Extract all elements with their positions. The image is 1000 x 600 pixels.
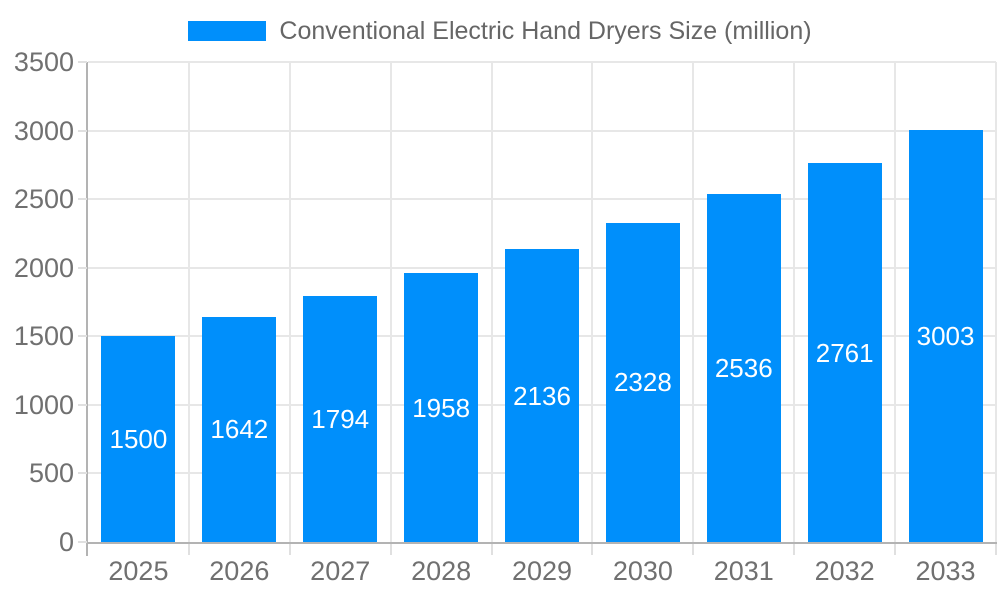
bar[interactable]: 2328 xyxy=(605,222,680,542)
h-gridline xyxy=(88,129,996,132)
bar-value-label: 1500 xyxy=(109,424,168,455)
bar[interactable]: 2536 xyxy=(706,194,781,542)
v-gridline xyxy=(793,62,796,542)
h-gridline xyxy=(88,61,996,63)
bar-value-label: 3003 xyxy=(916,321,975,352)
bar-value-label: 1958 xyxy=(412,392,471,423)
x-axis-label: 2028 xyxy=(411,556,472,586)
x-axis-tick xyxy=(490,544,493,555)
x-axis-tick xyxy=(793,544,796,555)
y-axis-tick xyxy=(78,541,87,543)
x-axis-tick xyxy=(591,544,594,555)
bar[interactable]: 1958 xyxy=(404,273,479,542)
y-axis-tick xyxy=(78,129,87,132)
x-axis-label: 2029 xyxy=(511,556,573,586)
x-axis-tick xyxy=(995,544,997,555)
bar[interactable]: 1500 xyxy=(101,336,176,542)
bar-value-label: 1794 xyxy=(311,403,370,434)
x-axis-label: 2025 xyxy=(108,556,169,586)
y-axis-label: 2500 xyxy=(13,184,74,215)
y-axis-line xyxy=(86,62,88,556)
bar[interactable]: 2761 xyxy=(807,163,882,542)
x-axis-line xyxy=(87,542,997,544)
x-axis-label: 2031 xyxy=(713,556,774,586)
bar-value-label: 2761 xyxy=(815,337,874,368)
v-gridline xyxy=(187,62,190,542)
y-axis-label: 1500 xyxy=(13,321,74,352)
bar-value-label: 2136 xyxy=(513,380,571,411)
v-gridline xyxy=(692,62,695,542)
y-axis-label: 0 xyxy=(58,527,74,557)
bar[interactable]: 3003 xyxy=(908,130,983,542)
x-axis-label: 2033 xyxy=(915,556,976,586)
x-axis-tick xyxy=(187,544,190,555)
y-axis-label: 1000 xyxy=(13,389,74,420)
x-axis-label: 2030 xyxy=(612,556,673,586)
y-axis-label: 3500 xyxy=(13,47,74,77)
h-gridline xyxy=(88,198,996,201)
plot-area: 1500 1642 1794 1958 2136 2328 2536 2761 3003 xyxy=(88,61,997,542)
legend-item[interactable]: Conventional Electric Hand Dryers Size (… xyxy=(0,16,1000,46)
y-axis-tick xyxy=(78,266,87,269)
v-gridline xyxy=(389,62,392,542)
y-axis-label: 3000 xyxy=(13,115,74,146)
v-gridline xyxy=(490,62,493,542)
x-axis-label: 2027 xyxy=(310,556,371,586)
y-axis-label: 2000 xyxy=(13,252,74,283)
v-gridline xyxy=(894,62,897,542)
bar[interactable]: 1794 xyxy=(303,295,378,542)
legend-swatch xyxy=(188,21,267,41)
y-axis-tick xyxy=(78,403,87,406)
v-gridline xyxy=(995,62,997,542)
y-axis-tick xyxy=(78,335,87,338)
y-axis-tick xyxy=(78,61,87,63)
bar[interactable]: 2136 xyxy=(505,249,579,542)
legend-label: Conventional Electric Hand Dryers Size (… xyxy=(279,17,812,45)
x-axis-label: 2026 xyxy=(209,556,270,586)
x-axis-tick xyxy=(692,544,695,555)
x-axis-label: 2032 xyxy=(814,556,875,586)
x-axis-tick xyxy=(288,544,291,555)
bar-value-label: 1642 xyxy=(210,414,269,445)
bar[interactable]: 1642 xyxy=(202,316,277,542)
y-axis-label: 500 xyxy=(28,458,74,489)
x-axis-tick xyxy=(389,544,392,555)
v-gridline xyxy=(288,62,291,542)
y-axis-tick xyxy=(78,472,87,475)
y-axis-tick xyxy=(78,198,87,201)
bar-value-label: 2536 xyxy=(714,353,773,384)
v-gridline xyxy=(591,62,594,542)
x-axis-tick xyxy=(894,544,897,555)
bar-value-label: 2328 xyxy=(613,367,672,398)
